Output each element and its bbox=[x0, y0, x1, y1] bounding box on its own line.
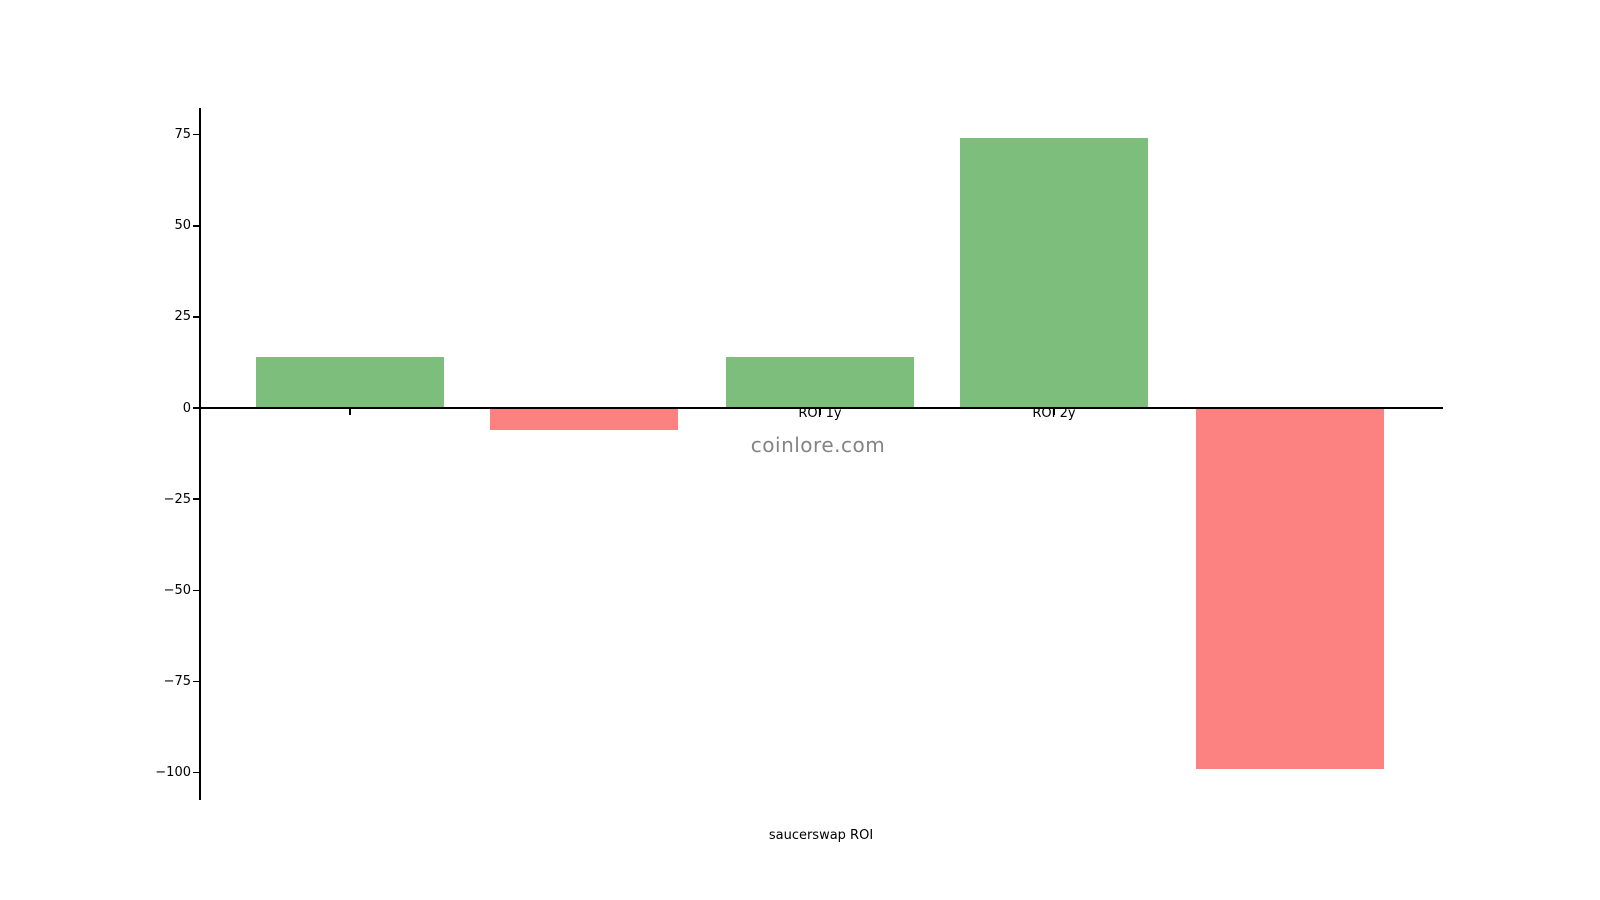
zero-baseline bbox=[199, 407, 1443, 409]
y-tick-mark bbox=[193, 133, 199, 136]
y-tick-label: −25 bbox=[163, 491, 191, 507]
y-tick-mark bbox=[193, 498, 199, 500]
bar-roi-1y bbox=[726, 356, 914, 408]
x-tick-mark bbox=[819, 408, 821, 415]
y-tick-label: 50 bbox=[174, 218, 191, 234]
y-tick-label: 25 bbox=[174, 309, 191, 325]
bar-col-1 bbox=[256, 356, 444, 408]
y-tick-label: −75 bbox=[163, 673, 191, 689]
y-tick-label: −100 bbox=[155, 765, 191, 780]
bar-col-2 bbox=[490, 408, 678, 430]
y-tick-mark bbox=[193, 771, 199, 774]
y-tick-label: 75 bbox=[174, 127, 191, 143]
y-tick-mark bbox=[193, 225, 199, 227]
y-tick-mark bbox=[193, 680, 199, 683]
x-tick-label: ROI 2y bbox=[1032, 406, 1076, 421]
y-axis-spine bbox=[199, 108, 201, 800]
y-tick-mark bbox=[193, 589, 199, 591]
watermark-text: coinlore.com bbox=[750, 433, 886, 457]
bar-col-5 bbox=[1196, 408, 1384, 769]
x-tick-mark bbox=[1053, 408, 1055, 415]
y-tick-mark bbox=[193, 407, 199, 409]
y-tick-label: −50 bbox=[163, 582, 191, 598]
bar-roi-2y bbox=[960, 138, 1148, 408]
x-axis-label: saucerswap ROI bbox=[768, 828, 874, 843]
y-tick-label: 0 bbox=[182, 400, 191, 416]
x-tick-mark bbox=[349, 408, 351, 415]
x-tick-label: ROI 1y bbox=[798, 406, 842, 421]
y-tick-mark bbox=[193, 316, 199, 318]
